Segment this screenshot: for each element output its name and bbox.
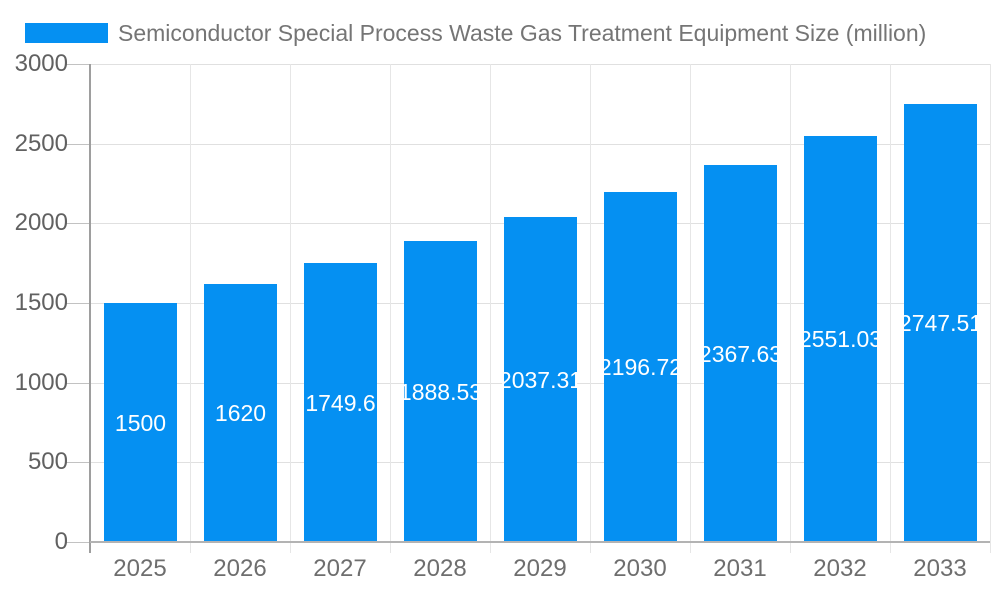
y-axis-tick: [66, 303, 90, 304]
legend: Semiconductor Special Process Waste Gas …: [0, 0, 1000, 50]
bar-2031[interactable]: 2367.63: [699, 165, 782, 542]
y-axis-tick: [66, 542, 90, 543]
bar-value-label: 2037.31: [498, 366, 583, 393]
x-axis-tick-label: 2028: [413, 555, 467, 582]
y-axis-tick-label: 1000: [14, 369, 68, 396]
y-axis-tick: [66, 223, 90, 224]
y-axis-tick-label: 1500: [14, 289, 68, 316]
bar-2028[interactable]: 1888.53: [399, 241, 482, 542]
bar-value-label: 2367.63: [698, 340, 783, 367]
x-axis-tick-label: 2030: [613, 555, 667, 582]
bar-2032[interactable]: 2551.03: [799, 136, 882, 542]
y-axis-tick-label: 500: [27, 448, 68, 475]
v-gridline: [690, 64, 691, 553]
bar-2027[interactable]: 1749.6: [304, 263, 377, 542]
y-axis-tick: [66, 383, 90, 384]
bar-value-label: 2747.51: [898, 310, 983, 336]
bar-2026[interactable]: 1620: [204, 284, 277, 542]
y-axis-tick: [66, 462, 90, 463]
y-axis-tick-label: 0: [54, 528, 68, 555]
v-gridline: [890, 64, 891, 553]
bar-2025[interactable]: 1500: [104, 303, 177, 542]
x-axis-tick-label: 2025: [113, 555, 167, 582]
x-axis-tick-label: 2029: [513, 555, 567, 582]
y-axis-tick: [66, 64, 90, 65]
v-gridline: [790, 64, 791, 553]
v-gridline: [290, 64, 291, 553]
v-gridline: [190, 64, 191, 553]
h-gridline: [90, 64, 990, 65]
bar-value-label: 1749.6: [305, 389, 376, 416]
y-axis-tick-label: 2000: [14, 209, 68, 236]
y-axis-tick-label: 3000: [14, 50, 68, 77]
v-gridline: [490, 64, 491, 553]
h-gridline: [90, 144, 990, 145]
v-gridline: [590, 64, 591, 553]
bar-2033[interactable]: 2747.51: [899, 104, 982, 542]
x-axis-tick-label: 2031: [713, 555, 767, 582]
y-axis-tick-label: 2500: [14, 130, 68, 157]
x-axis-tick-label: 2027: [313, 555, 367, 582]
bar-value-label: 2196.72: [598, 354, 683, 380]
x-axis-line: [90, 541, 990, 543]
bar-value-label: 2551.03: [798, 326, 883, 352]
y-axis-line: [89, 64, 91, 553]
y-axis-tick: [66, 144, 90, 145]
x-axis-tick-label: 2033: [913, 555, 967, 582]
bar-value-label: 1500: [114, 409, 167, 436]
bar-value-label: 1888.53: [398, 378, 483, 405]
x-axis-tick-label: 2032: [813, 555, 867, 582]
bar-2030[interactable]: 2196.72: [599, 192, 682, 542]
x-axis-tick-label: 2026: [213, 555, 267, 582]
bar-value-label: 1620: [214, 400, 267, 426]
v-gridline: [390, 64, 391, 553]
bar-2029[interactable]: 2037.31: [499, 217, 582, 542]
v-gridline: [990, 64, 991, 553]
legend-label: Semiconductor Special Process Waste Gas …: [118, 20, 927, 46]
legend-swatch: [25, 23, 108, 43]
